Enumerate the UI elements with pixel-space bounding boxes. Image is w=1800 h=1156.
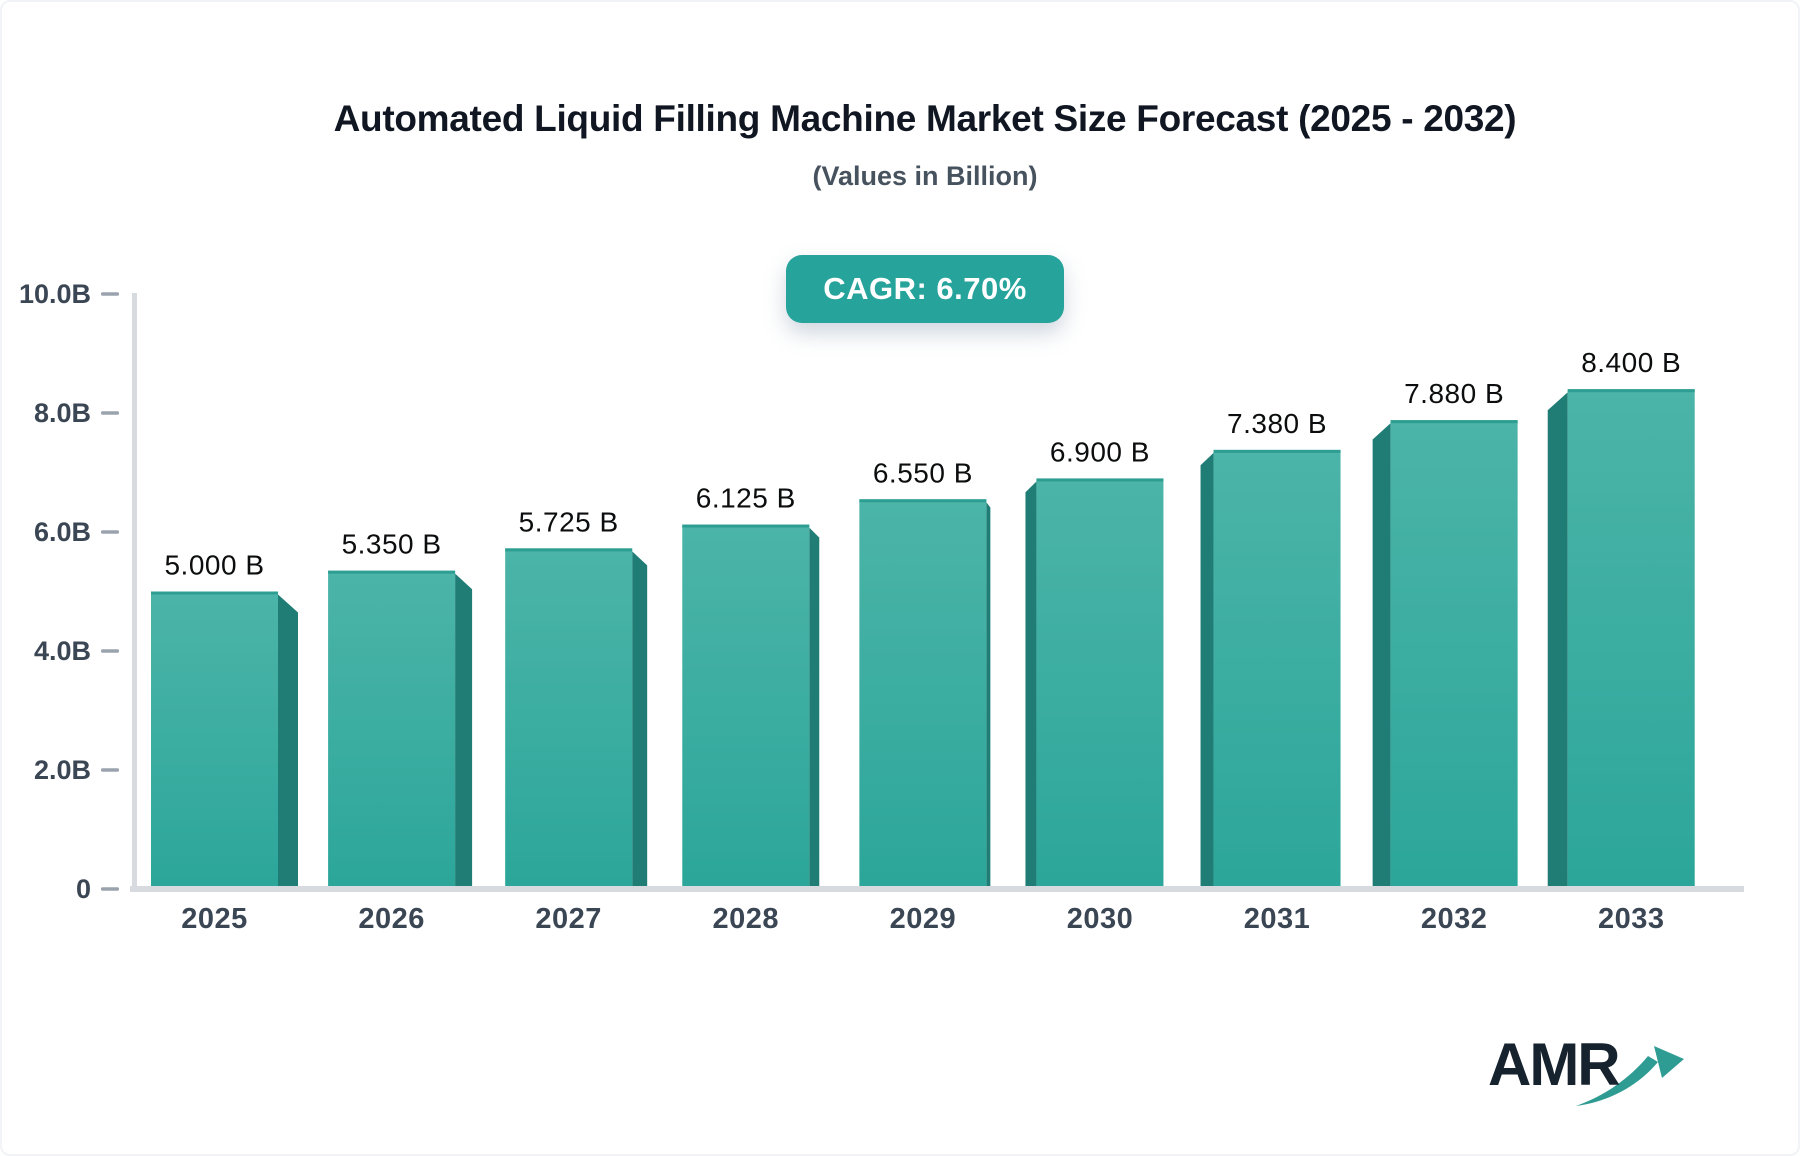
bar-face [682, 524, 810, 889]
bar-top-edge [1567, 389, 1695, 393]
y-axis-tick [101, 887, 119, 891]
chart-title: Automated Liquid Filling Machine Market … [333, 98, 1517, 139]
x-axis-label: 2028 [713, 903, 780, 935]
bar-face [505, 548, 633, 889]
y-axis-label: 10.0B [19, 279, 91, 309]
cagr-badge: CAGR: 6.70% [786, 255, 1064, 323]
bar-value-label: 6.125 B [696, 483, 796, 514]
bar: 6.550 B [859, 457, 991, 889]
bar-top-edge [682, 524, 810, 528]
bar-value-label: 6.900 B [1050, 436, 1150, 467]
bar-side-face [1547, 392, 1568, 888]
trend-up-arrow-icon [1576, 1046, 1684, 1106]
amr-logo-text: AMR [1488, 1031, 1621, 1098]
bar: 7.380 B [1200, 408, 1341, 889]
bar: 7.880 B [1372, 378, 1518, 889]
cagr-badge-row: CAGR: 6.70% [52, 255, 1798, 323]
bar: 5.350 B [328, 529, 473, 889]
bar: 5.725 B [505, 506, 648, 889]
y-axis-tick [101, 649, 119, 653]
bar-face [1567, 389, 1695, 889]
y-axis-tick [101, 411, 119, 415]
bar-face [328, 570, 456, 889]
y-axis-tick [101, 292, 119, 296]
x-axis-label: 2029 [890, 903, 957, 935]
x-axis-label: 2032 [1421, 903, 1488, 935]
bar-side-face [1025, 481, 1037, 888]
x-axis-label: 2031 [1244, 903, 1311, 935]
bar-face [859, 499, 987, 889]
bar-side-face [1200, 452, 1214, 888]
bar-top-edge [859, 499, 987, 503]
x-axis-label: 2026 [358, 903, 425, 935]
bar-value-label: 5.000 B [164, 550, 264, 581]
x-axis-label: 2027 [535, 903, 602, 935]
bar-face [1213, 449, 1341, 889]
bar-top-edge [1213, 449, 1341, 453]
y-axis-label: 4.0B [34, 636, 91, 666]
bar-top-edge [328, 570, 456, 574]
chart-header: Automated Liquid Filling Machine Market … [52, 98, 1798, 192]
bar-value-label: 7.380 B [1227, 408, 1327, 439]
bar-value-label: 7.880 B [1404, 378, 1504, 409]
x-axis-label: 2025 [181, 903, 248, 935]
x-axis-line [130, 886, 1744, 892]
y-axis-label: 6.0B [34, 517, 91, 547]
bar-value-label: 5.725 B [519, 506, 619, 537]
amr-logo: AMR [1488, 1030, 1698, 1110]
bar-value-label: 8.400 B [1581, 347, 1681, 378]
bar-face [151, 591, 278, 889]
bar: 6.900 B [1025, 436, 1164, 889]
bar-top-edge [1036, 478, 1164, 482]
y-axis-label: 8.0B [34, 398, 91, 428]
bar-top-edge [1390, 420, 1518, 424]
bar-top-edge [505, 548, 633, 552]
bar-value-label: 6.550 B [873, 457, 973, 488]
x-axis-label: 2033 [1598, 903, 1665, 935]
bar-value-label: 5.350 B [342, 529, 442, 560]
bar-side-face [809, 527, 820, 888]
bar-top-edge [151, 591, 278, 595]
bar-face [1036, 478, 1164, 889]
bar: 8.400 B [1547, 347, 1695, 889]
bar-face [1390, 420, 1518, 889]
bar-side-face [278, 594, 298, 888]
bar: 6.125 B [682, 483, 820, 889]
x-axis-label: 2030 [1067, 903, 1134, 935]
y-axis-tick [101, 530, 119, 534]
bar-side-face [1372, 423, 1391, 888]
y-axis-label: 2.0B [34, 755, 91, 785]
y-axis-label: 0 [76, 874, 91, 904]
bar-side-face [632, 551, 648, 888]
bar-side-face [986, 502, 991, 888]
y-axis-tick [101, 768, 119, 772]
y-axis-line [132, 293, 137, 891]
bar-side-face [455, 573, 473, 888]
bar: 5.000 B [151, 550, 298, 889]
chart-subtitle: (Values in Billion) [812, 160, 1038, 191]
